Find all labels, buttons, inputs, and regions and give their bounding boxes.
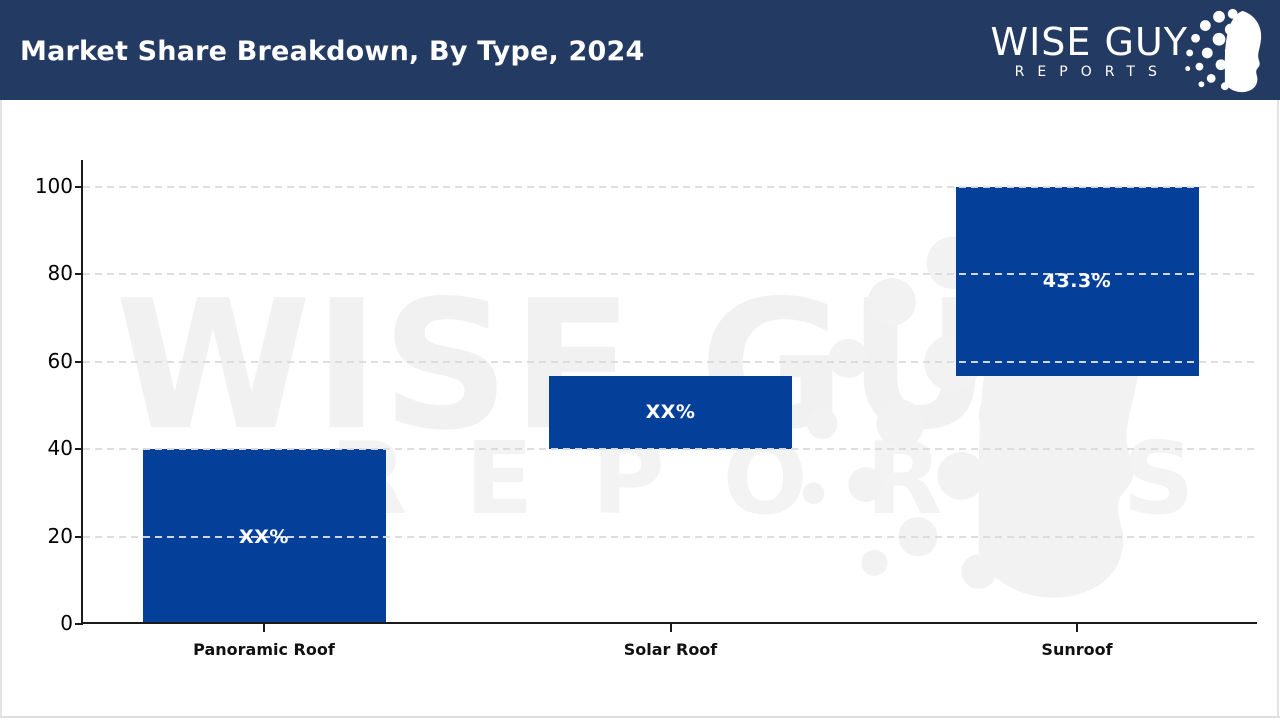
y-tick-label-80: 80 — [47, 261, 73, 285]
y-tick-mark-20 — [75, 535, 83, 538]
y-axis-line — [81, 160, 83, 624]
y-tick-label-20: 20 — [47, 523, 73, 548]
y-tick-mark-80 — [75, 273, 83, 275]
wiseguy-logo: WISE GUY REPORTS — [991, 6, 1266, 96]
logo-dots — [1185, 8, 1245, 91]
y-tick-label-100: 100 — [34, 173, 73, 198]
bar-value-label-sunroof: 43.3% — [1042, 270, 1112, 293]
logo-subtitle: REPORTS — [1014, 64, 1170, 81]
y-tick-mark-100 — [75, 185, 83, 188]
header: Market Share Breakdown, By Type, 2024 WI… — [0, 0, 1280, 100]
gridline-60 — [83, 360, 1257, 363]
y-tick-mark-0 — [75, 623, 83, 625]
logo-wordmark: WISE GUY — [990, 19, 1188, 64]
y-tick-label-60: 60 — [47, 348, 73, 373]
image-bottom-border — [0, 716, 1280, 718]
gridline-80 — [83, 273, 1257, 275]
x-tick-mark-solar-roof — [669, 624, 672, 632]
y-tick-mark-40 — [75, 448, 83, 450]
gridline-20 — [83, 535, 1257, 538]
bar-solar-roof — [549, 375, 792, 449]
y-tick-mark-60 — [75, 360, 83, 363]
x-tick-label-solar-roof: Solar Roof — [623, 640, 718, 659]
x-tick-label-sunroof: Sunroof — [1041, 640, 1113, 659]
y-tick-label-0: 0 — [60, 611, 73, 635]
gridline-40 — [83, 448, 1257, 450]
image-left-border — [0, 100, 2, 716]
logo-text: WISE GUY REPORTS — [990, 19, 1188, 81]
logo-face-icon — [1185, 8, 1262, 93]
x-axis-line — [81, 622, 1257, 624]
gridline-100 — [83, 185, 1257, 188]
x-tick-mark-sunroof — [1076, 624, 1078, 632]
image-right-border — [1277, 100, 1279, 716]
x-tick-mark-panoramic-roof — [263, 624, 265, 632]
bar-value-label-panoramic-roof: XX% — [239, 525, 289, 548]
x-tick-label-panoramic-roof: Panoramic Roof — [193, 640, 335, 659]
chart-title: Market Share Breakdown, By Type, 2024 — [20, 36, 645, 67]
y-tick-label-40: 40 — [47, 436, 73, 460]
bar-value-label-solar-roof: XX% — [645, 401, 696, 424]
